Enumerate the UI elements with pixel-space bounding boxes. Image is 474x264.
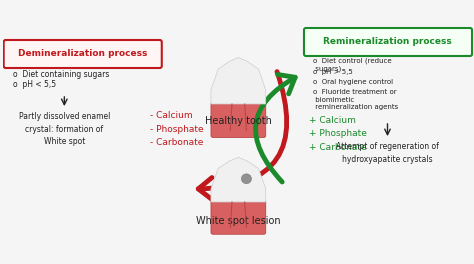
FancyArrowPatch shape (198, 72, 287, 200)
Text: o  Fluoride treatment or
 biomimetic
 remineralization agents: o Fluoride treatment or biomimetic remin… (313, 89, 398, 110)
Text: o  pH < 5,5: o pH < 5,5 (13, 80, 56, 89)
Text: - Calcium
- Phosphate
- Carbonate: - Calcium - Phosphate - Carbonate (150, 111, 203, 147)
Text: Partly dissolved enamel
crystal: formation of
White spot: Partly dissolved enamel crystal: formati… (18, 112, 110, 146)
FancyArrowPatch shape (255, 74, 295, 182)
Text: Remineralization process: Remineralization process (323, 37, 452, 46)
Text: Attempt of regeneration of
hydroxyapatite crystals: Attempt of regeneration of hydroxyapatit… (336, 142, 439, 163)
Ellipse shape (241, 174, 252, 184)
Text: o  Diet containing sugars: o Diet containing sugars (13, 70, 109, 79)
Text: o  Diet control (reduce
 sugars): o Diet control (reduce sugars) (313, 58, 392, 73)
FancyBboxPatch shape (211, 102, 266, 138)
FancyBboxPatch shape (4, 40, 162, 68)
FancyBboxPatch shape (304, 28, 472, 56)
Text: + Calcium
+ Phosphate
+ Carbonate: + Calcium + Phosphate + Carbonate (309, 116, 367, 152)
Polygon shape (211, 58, 266, 104)
Text: o  pH > 5,5: o pH > 5,5 (313, 69, 353, 75)
FancyBboxPatch shape (211, 200, 266, 234)
Polygon shape (211, 157, 266, 202)
Text: White spot lesion: White spot lesion (196, 216, 281, 226)
Text: o  Oral hygiene control: o Oral hygiene control (313, 79, 393, 85)
Text: Demineralization process: Demineralization process (18, 50, 147, 59)
Text: Healthy tooth: Healthy tooth (205, 116, 272, 126)
